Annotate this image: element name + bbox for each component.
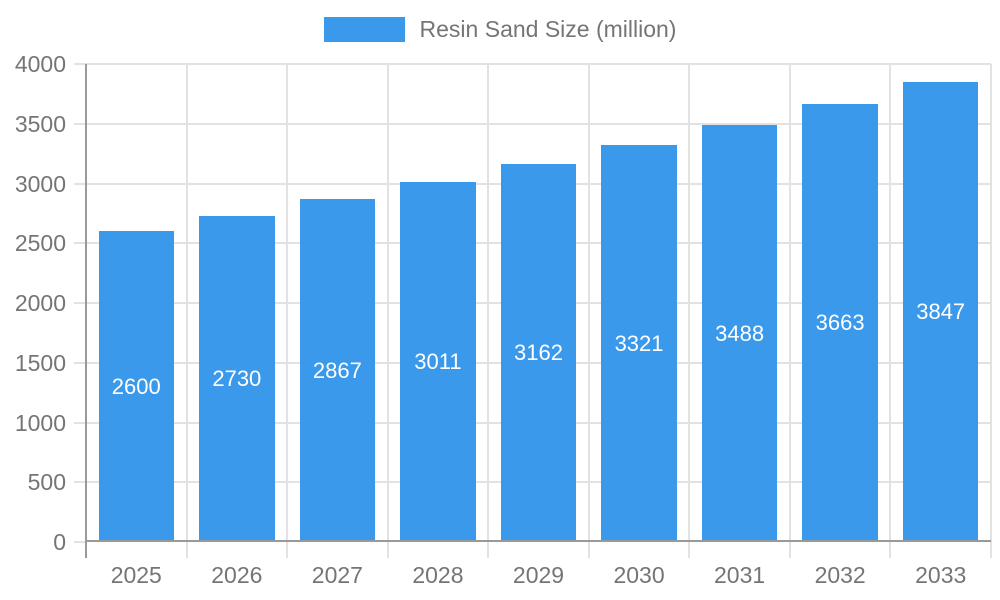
y-axis-label: 0: [53, 529, 66, 555]
x-axis-label: 2027: [311, 562, 363, 588]
bar-value-label: 3162: [514, 340, 563, 366]
bar-value-label: 3847: [916, 299, 966, 325]
y-axis-label: 3500: [14, 110, 66, 137]
bar-2032: 3663: [802, 104, 878, 542]
x-gridline: [185, 64, 188, 558]
y-axis-line: [85, 64, 87, 558]
x-axis-label: 2030: [613, 562, 665, 588]
legend-swatch-icon: [323, 17, 405, 42]
x-gridline: [587, 64, 590, 558]
x-gridline: [688, 64, 691, 558]
bar-value-label: 3321: [614, 330, 664, 356]
bar-value-label: 3011: [414, 349, 462, 375]
y-axis-tick: [74, 182, 86, 185]
x-gridline: [889, 64, 892, 558]
bar-2030: 3321: [601, 145, 677, 542]
y-axis-label: 500: [27, 469, 66, 496]
y-axis-tick: [74, 122, 86, 125]
bar-value-label: 2600: [111, 373, 161, 399]
bar-2025: 2600: [98, 231, 174, 542]
x-gridline: [386, 64, 389, 558]
x-axis-label: 2029: [512, 562, 565, 588]
x-axis-line: [86, 540, 991, 542]
x-axis-label: 2033: [915, 562, 967, 588]
y-axis-tick: [74, 302, 86, 304]
y-axis-label: 2000: [14, 290, 66, 316]
legend-label: Resin Sand Size (million): [419, 16, 677, 42]
y-axis-label: 3000: [14, 170, 66, 197]
y-axis-tick: [74, 541, 86, 543]
x-axis-label: 2025: [110, 562, 162, 588]
x-gridline: [788, 64, 791, 558]
bar-2028: 3011: [400, 182, 476, 542]
x-axis-label: 2028: [412, 562, 464, 588]
y-axis-label: 2500: [14, 230, 66, 257]
bar-value-label: 2867: [312, 357, 362, 383]
x-gridline: [990, 64, 992, 558]
bar-2027: 2867: [299, 199, 376, 542]
x-axis-label: 2026: [211, 562, 263, 588]
y-axis-tick: [74, 481, 86, 484]
bar-2033: 3847: [903, 82, 979, 542]
x-gridline: [286, 64, 289, 558]
y-axis-tick: [74, 421, 86, 424]
chart-legend: Resin Sand Size (million): [0, 17, 1000, 42]
y-axis-tick: [74, 361, 86, 364]
y-gridline: [86, 122, 991, 125]
legend-item-resin-sand-size[interactable]: Resin Sand Size (million): [323, 16, 677, 42]
x-axis-label: 2032: [814, 562, 866, 588]
y-axis-label: 4000: [14, 51, 66, 77]
bar-2031: 3488: [701, 125, 778, 542]
y-axis-label: 1000: [14, 409, 66, 436]
x-gridline: [487, 64, 490, 558]
bar-value-label: 3663: [815, 310, 865, 336]
y-axis-tick: [74, 63, 86, 65]
y-axis-label: 1500: [14, 349, 66, 376]
plot-area: 0 500 1000 1500 2000 2500 3000 3500 4000 2600 2025…: [15, 51, 992, 588]
bar-value-label: 2730: [212, 365, 262, 391]
y-axis-tick: [74, 242, 86, 245]
bar-2029: 3162: [500, 164, 577, 542]
bar-2026: 2730: [199, 215, 275, 542]
y-gridline: [86, 63, 991, 65]
bar-value-label: 3488: [715, 320, 765, 346]
x-axis-label: 2031: [714, 562, 766, 588]
